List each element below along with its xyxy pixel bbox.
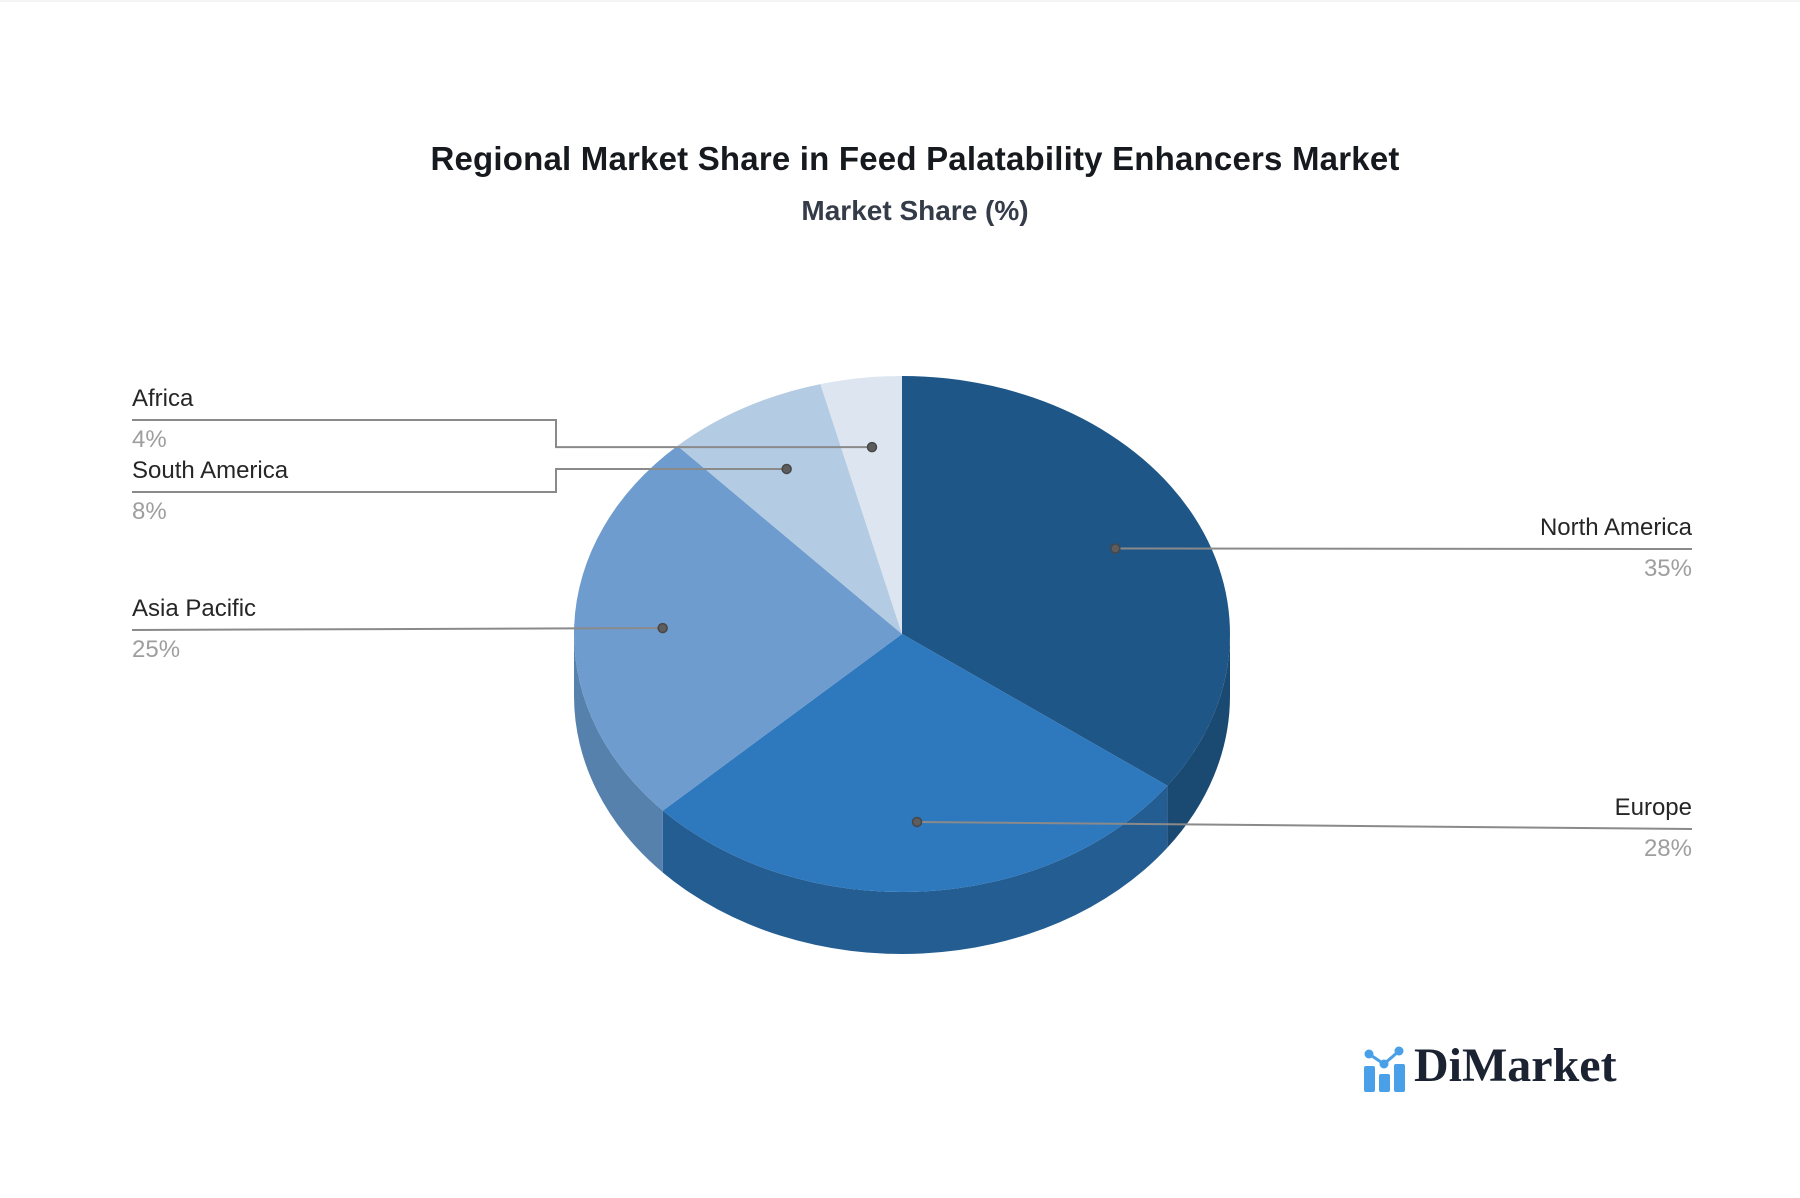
callout-value-south-america: 8% bbox=[132, 498, 167, 525]
callout-dot-north-america bbox=[1110, 543, 1121, 554]
pie-slice-side-europe bbox=[662, 785, 1168, 954]
callout-line-asia-pacific bbox=[131, 627, 663, 631]
chart-subtitle: Market Share (%) bbox=[801, 195, 1029, 226]
callout-label-south-america: South America bbox=[132, 457, 289, 484]
pie-slice-side-north-america bbox=[1167, 634, 1230, 848]
callout-dot-europe bbox=[911, 816, 923, 828]
bar-line-chart-icon bbox=[1364, 1046, 1405, 1092]
callout-dot-south-america bbox=[781, 463, 792, 475]
chart-title: Regional Market Share in Feed Palatabili… bbox=[430, 140, 1400, 177]
callout-label-asia-pacific: Asia Pacific bbox=[132, 595, 256, 622]
pie-slice-europe[interactable] bbox=[662, 634, 1168, 892]
callout-value-europe: 28% bbox=[1644, 835, 1692, 862]
callout-label-europe: Europe bbox=[1615, 794, 1692, 821]
callout-label-north-america: North America bbox=[1540, 514, 1693, 541]
pie-slice-africa[interactable] bbox=[820, 376, 902, 634]
pie-slice-asia-pacific[interactable] bbox=[573, 445, 902, 811]
callout-value-africa: 4% bbox=[132, 426, 167, 453]
callout-dot-asia-pacific bbox=[657, 622, 668, 634]
callout-value-asia-pacific: 25% bbox=[132, 636, 180, 663]
pie-slice-side-asia-pacific bbox=[574, 634, 663, 873]
brand-logo-text: DiMarket bbox=[1414, 1039, 1617, 1092]
pie-slice-north-america[interactable] bbox=[902, 376, 1230, 786]
callout-line-africa bbox=[132, 419, 872, 449]
callout-value-north-america: 35% bbox=[1644, 555, 1692, 582]
callout-line-south-america bbox=[132, 467, 787, 493]
callout-line-europe bbox=[917, 820, 1693, 830]
callout-line-north-america bbox=[1115, 547, 1693, 550]
callout-label-africa: Africa bbox=[132, 385, 194, 412]
callout-dot-africa bbox=[866, 441, 878, 453]
